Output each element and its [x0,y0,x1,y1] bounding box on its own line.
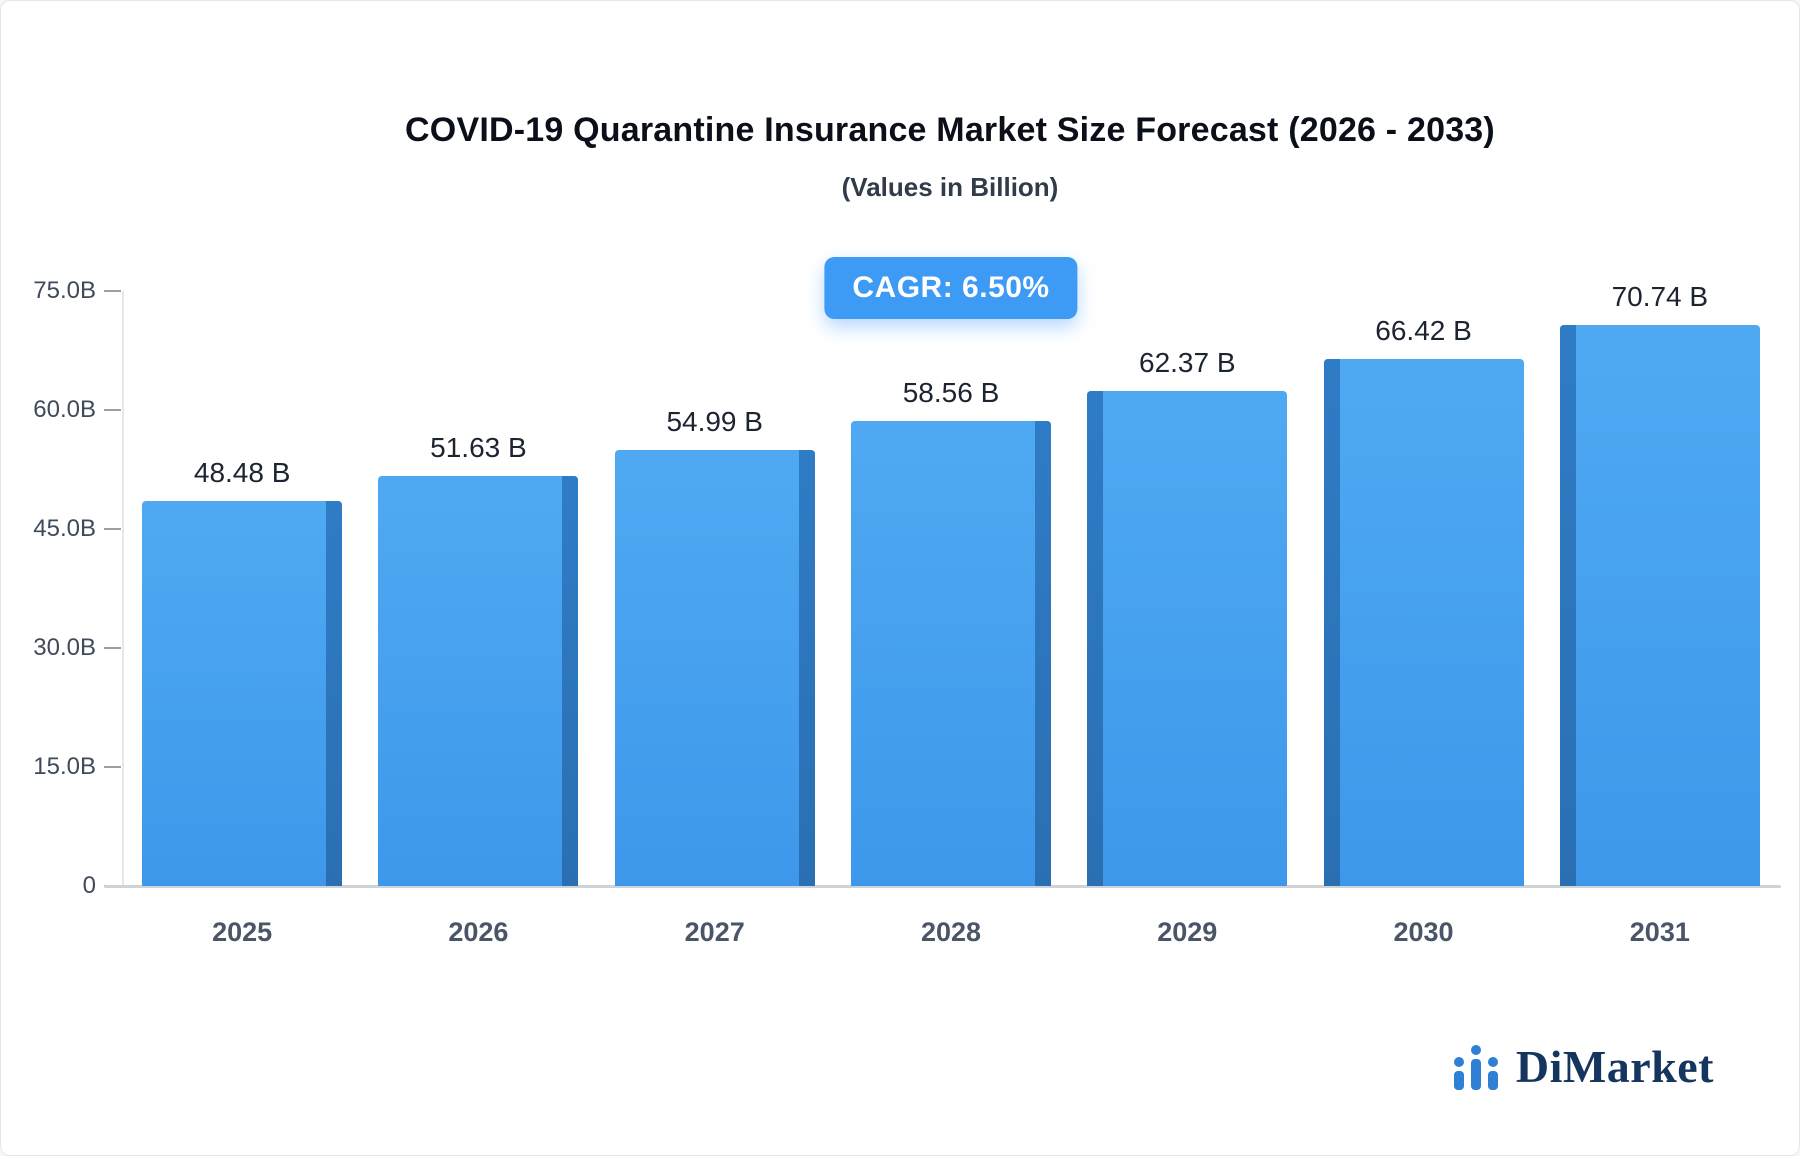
x-axis-label: 2028 [920,917,982,947]
y-axis-tick-label: 0 [82,872,96,899]
y-axis-tick-mark [104,647,121,649]
bar [850,421,1051,886]
bar-group: 54.99 B 2027 [614,406,815,947]
bar [1323,359,1524,886]
y-axis-line [122,291,124,886]
bar-value-label: 51.63 B [430,432,527,463]
bar-group: 48.48 B 2025 [142,457,343,947]
bar-value-label: 48.48 B [193,457,291,488]
bar [1087,391,1288,886]
y-axis-tick-label: 15.0B [33,753,96,780]
cagr-badge: CAGR: 6.50% [824,257,1078,319]
x-axis-label: 2030 [1393,917,1454,947]
logo-text: DiMarket [1515,1041,1714,1092]
logo: DiMarket [1450,1036,1714,1097]
bar-group: 70.74 B 2031 [1559,281,1760,947]
bars: 48.48 B 2025 51.63 B 2026 54.99 B 2027 58.56 B… [124,281,1778,947]
chart-subtitle: (Values in Billion) [841,172,1059,202]
chart-header: COVID-19 Quarantine Insurance Market Siz… [124,111,1776,203]
bar-value-label: 58.56 B [902,377,1000,408]
bar-group: 62.37 B 2029 [1087,347,1288,947]
y-axis-tick-mark [104,528,121,530]
bar-chart-logo-icon [1450,1036,1504,1097]
x-axis-label: 2025 [212,917,273,947]
bar [142,501,343,886]
x-axis-label: 2026 [448,917,509,947]
bar-group: 51.63 B 2026 [378,432,579,947]
x-axis-label: 2027 [684,917,745,947]
y-axis-tick-label: 75.0B [33,277,96,304]
x-axis-label: 2031 [1629,917,1690,947]
bar-value-label: 66.42 B [1375,315,1472,346]
bar-value-label: 54.99 B [666,406,763,437]
bar-group: 66.42 B 2030 [1323,315,1524,947]
chart-title: COVID-19 Quarantine Insurance Market Siz… [405,111,1495,149]
y-axis-tick-mark [104,766,121,768]
x-axis-baseline [104,885,1781,888]
y-axis-tick-mark [104,290,121,292]
bar [1559,325,1760,886]
bar-group: 58.56 B 2028 [850,377,1051,947]
bar-value-label: 62.37 B [1139,347,1236,378]
x-axis-label: 2029 [1157,917,1218,947]
bar [614,450,815,886]
y-axis-tick-mark [104,409,121,411]
bar [378,476,579,886]
y-axis-tick-label: 60.0B [33,396,96,423]
y-axis-tick-label: 45.0B [33,515,96,542]
y-axis-tick-label: 30.0B [33,634,96,661]
bar-value-label: 70.74 B [1611,281,1709,312]
